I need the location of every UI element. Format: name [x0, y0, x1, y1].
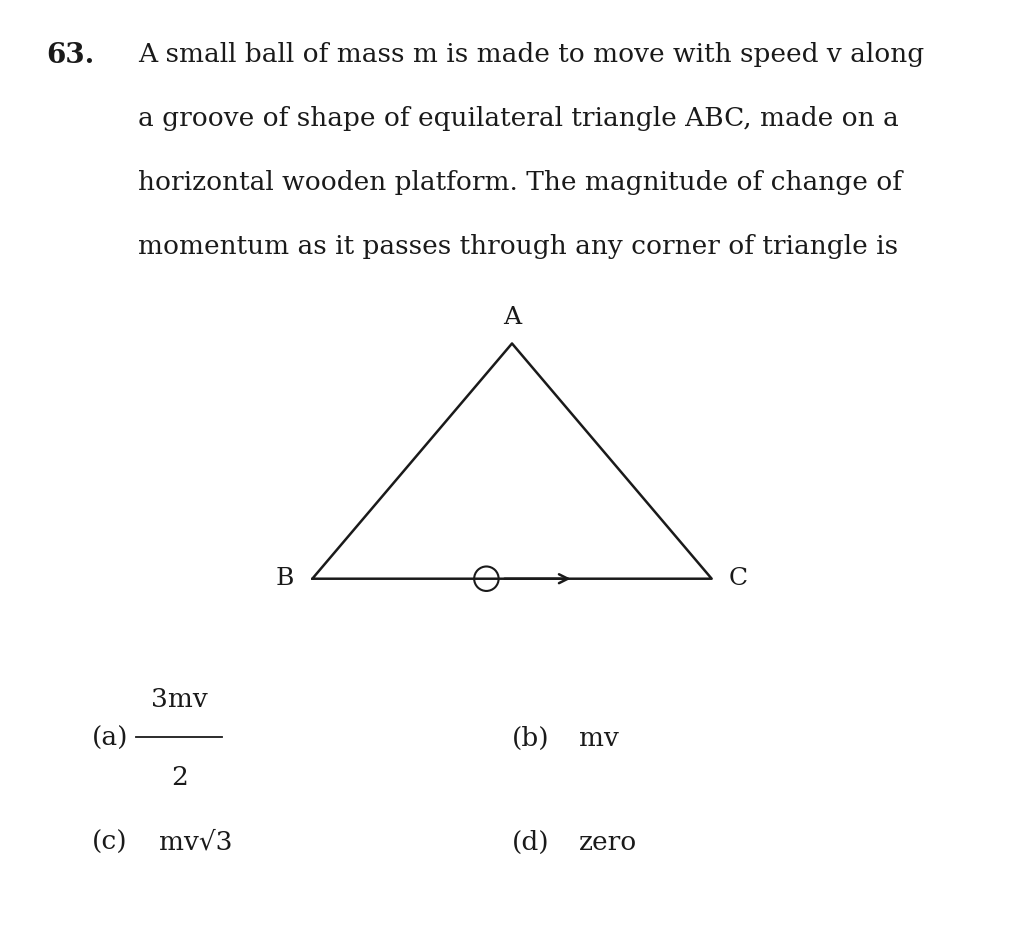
Text: 63.: 63.	[46, 42, 94, 70]
Text: A small ball of mass m is made to move with speed v along: A small ball of mass m is made to move w…	[138, 42, 925, 68]
Text: 2: 2	[171, 765, 187, 790]
Text: A: A	[503, 307, 521, 329]
Text: a groove of shape of equilateral triangle ABC, made on a: a groove of shape of equilateral triangl…	[138, 106, 899, 132]
Text: mv: mv	[579, 726, 618, 751]
Text: (d): (d)	[512, 830, 550, 854]
Text: (b): (b)	[512, 726, 550, 751]
Text: horizontal wooden platform. The magnitude of change of: horizontal wooden platform. The magnitud…	[138, 170, 902, 196]
Text: (c): (c)	[92, 830, 128, 854]
Text: C: C	[729, 567, 749, 590]
Text: B: B	[275, 567, 294, 590]
Text: momentum as it passes through any corner of triangle is: momentum as it passes through any corner…	[138, 234, 898, 260]
Text: mv√3: mv√3	[159, 830, 232, 854]
Text: zero: zero	[579, 830, 637, 854]
Text: (a): (a)	[92, 726, 129, 751]
Text: 3mv: 3mv	[151, 687, 208, 712]
